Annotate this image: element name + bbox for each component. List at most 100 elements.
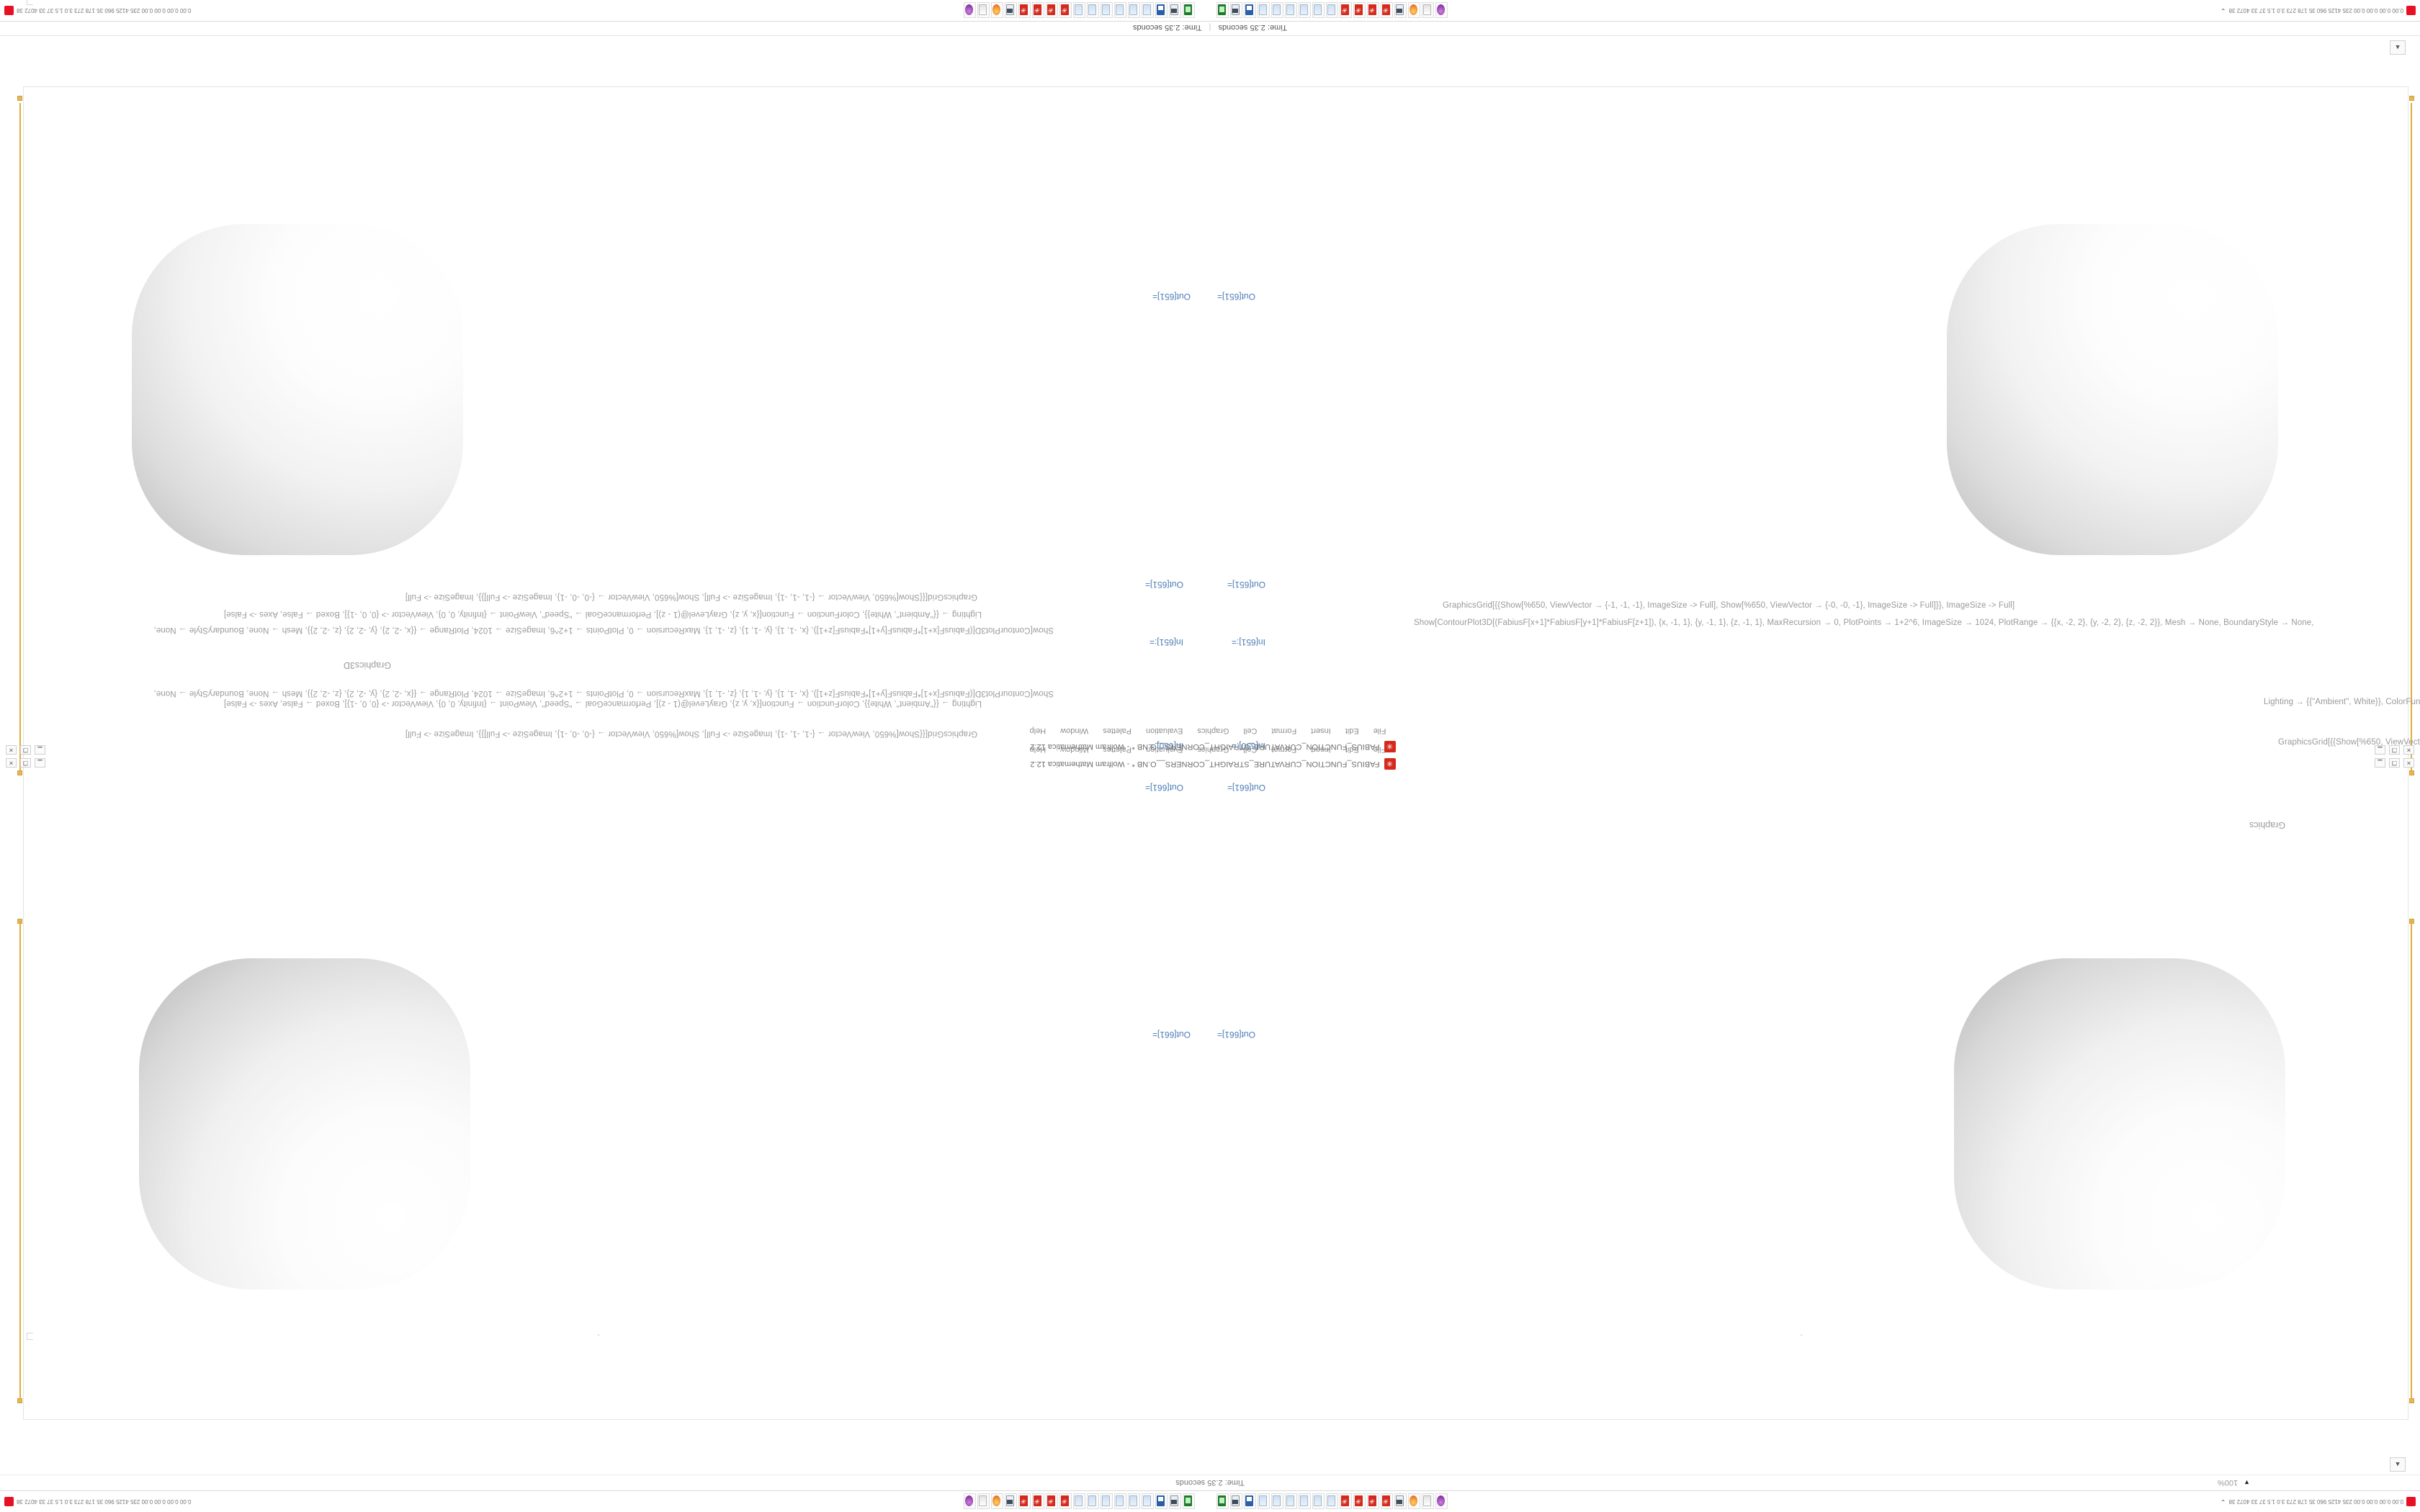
notebook-icon[interactable]	[1114, 1493, 1127, 1510]
os-taskbar-top[interactable]: 0.00 0.00 0.00 0.00 235 4125 960 35 178 …	[0, 1490, 2420, 1512]
close-button[interactable]: ✕	[2403, 745, 2414, 755]
terminal-icon[interactable]	[1183, 1493, 1196, 1510]
notebook-icon[interactable]	[1087, 2, 1100, 19]
notebook-icon[interactable]	[1285, 1493, 1298, 1510]
restore-icon[interactable]: ❐	[20, 758, 31, 768]
mathematica-icon[interactable]	[1381, 2, 1394, 19]
document-icon[interactable]	[977, 2, 990, 19]
mathematica-icon[interactable]	[1046, 2, 1059, 19]
window-controls-mirror[interactable]: ✕ ❐ ▁	[2375, 758, 2414, 768]
orange-orb-icon[interactable]	[1408, 1493, 1421, 1510]
cell-bracket[interactable]	[27, 0, 33, 5]
save-icon[interactable]	[1155, 2, 1168, 19]
document-icon[interactable]	[1422, 2, 1435, 19]
notebook-icon[interactable]	[1326, 2, 1339, 19]
monitor-icon[interactable]	[1394, 2, 1407, 19]
minimize-icon[interactable]: ▁	[35, 758, 45, 768]
taskbar-badge-icon[interactable]	[4, 6, 14, 15]
mathematica-icon[interactable]	[1059, 2, 1072, 19]
taskbar-badge-icon[interactable]	[4, 1497, 14, 1506]
window-controls[interactable]: ✕ ❐ ▁	[2375, 745, 2414, 755]
document-icon[interactable]	[977, 1493, 990, 1510]
close-icon[interactable]: ✕	[6, 758, 17, 768]
notebook-icon[interactable]	[1312, 1493, 1325, 1510]
menu-item-file[interactable]: File	[1373, 726, 1386, 735]
code-line-lighting[interactable]: Lighting → {{"Ambient", White}}, ColorFu…	[223, 610, 982, 618]
menu-item-help[interactable]: Help	[1029, 726, 1047, 735]
taskbar-top-left-tray[interactable]: 0.00 0.00 0.00 0.00 235 4125 960 35 178 …	[2220, 1497, 2416, 1506]
display-icon[interactable]	[1230, 2, 1243, 19]
notebook-icon[interactable]	[1312, 2, 1325, 19]
terminal-icon[interactable]	[1216, 1493, 1229, 1510]
mathematica-icon[interactable]	[1353, 2, 1366, 19]
close-icon[interactable]: ✕	[2403, 758, 2414, 768]
notebook-icon[interactable]	[1142, 1493, 1155, 1510]
mathematica-menubar[interactable]: File Edit Insert Format Cell Graphics Ev…	[24, 724, 2408, 738]
orange-orb-icon[interactable]	[991, 1493, 1004, 1510]
purple-orb-icon[interactable]	[964, 1493, 977, 1510]
mathematica-icon[interactable]	[1340, 1493, 1353, 1510]
restore-icon[interactable]: ❐	[2389, 758, 2400, 768]
notebook-icon[interactable]	[1128, 2, 1141, 19]
taskbar-badge-icon[interactable]	[2406, 1497, 2416, 1506]
mathematica-icon[interactable]	[1032, 2, 1045, 19]
notebook-icon[interactable]	[1142, 2, 1155, 19]
window-controls-right[interactable]: ▁ ❐ ✕	[6, 745, 45, 755]
monitor-icon[interactable]	[1005, 1493, 1018, 1510]
taskbar-top-items[interactable]	[193, 1493, 2218, 1510]
notebook-icon[interactable]	[1114, 2, 1127, 19]
orange-orb-icon[interactable]	[991, 2, 1004, 19]
code-line-lighting-mirror[interactable]: Lighting → {{"Ambient", White}}, ColorFu…	[223, 699, 982, 708]
zoom-control[interactable]: ▼ 100%	[2218, 1475, 2250, 1490]
orange-orb-icon[interactable]	[1408, 2, 1421, 19]
window-controls-right-mirror[interactable]: ▁ ❐ ✕	[6, 758, 45, 768]
notebook-icon[interactable]	[1299, 1493, 1312, 1510]
restore-button[interactable]: ❐	[2389, 745, 2400, 755]
save-icon[interactable]	[1155, 1493, 1168, 1510]
notebook-icon[interactable]	[1258, 2, 1270, 19]
menu-item-window[interactable]: Window	[1060, 726, 1089, 735]
notebook-icon[interactable]	[1087, 1493, 1100, 1510]
mathematica-icon[interactable]	[1059, 1493, 1072, 1510]
taskbar-top-right-tray[interactable]: 0.00 0.00 0.00 0.00 235 4125 960 35 178 …	[4, 1497, 191, 1506]
mathematica-icon[interactable]	[1367, 2, 1380, 19]
menu-item-edit[interactable]: Edit	[1345, 726, 1359, 735]
chevron-down-icon[interactable]: ▼	[2244, 1479, 2250, 1486]
notebook-icon[interactable]	[1326, 1493, 1339, 1510]
notebook-icon[interactable]	[1101, 2, 1113, 19]
mathematica-icon[interactable]	[1367, 1493, 1380, 1510]
restore-button-2[interactable]: ❐	[20, 745, 31, 755]
notebook-icon[interactable]	[1128, 1493, 1141, 1510]
chevron-down-icon[interactable]: ⌄	[2220, 7, 2226, 14]
os-taskbar[interactable]: 0.00 0.00 0.00 0.00 235 4125 960 35 178 …	[0, 0, 2420, 22]
menu-item-graphics[interactable]: Graphics	[1197, 726, 1229, 735]
minimize-button-2[interactable]: ▁	[35, 745, 45, 755]
mathematica-icon[interactable]	[1032, 1493, 1045, 1510]
close-button-2[interactable]: ✕	[6, 745, 17, 755]
mathematica-icon[interactable]	[1018, 1493, 1031, 1510]
scroll-down-button[interactable]: ▲	[2390, 40, 2406, 55]
purple-orb-icon[interactable]	[1435, 1493, 1448, 1510]
mathematica-icon[interactable]	[1018, 2, 1031, 19]
minimize-button[interactable]: ▁	[2375, 745, 2385, 755]
notebook-icon[interactable]	[1271, 1493, 1284, 1510]
menu-item-cell[interactable]: Cell	[1243, 726, 1258, 735]
display-icon[interactable]	[1169, 1493, 1182, 1510]
taskbar-left-tray[interactable]: 0.00 0.00 0.00 0.00 235 4125 960 35 178 …	[2220, 6, 2416, 15]
mathematica-icon[interactable]	[1381, 1493, 1394, 1510]
mathematica-icon[interactable]	[1340, 2, 1353, 19]
menu-item-insert[interactable]: Insert	[1311, 726, 1331, 735]
menu-item-format[interactable]: Format	[1271, 726, 1297, 735]
mathematica-icon[interactable]	[1046, 1493, 1059, 1510]
notebook-icon[interactable]	[1258, 1493, 1270, 1510]
display-icon[interactable]	[1169, 2, 1182, 19]
save-icon[interactable]	[1244, 1493, 1257, 1510]
scroll-up-button[interactable]: ▲	[2390, 1457, 2406, 1472]
terminal-icon[interactable]	[1216, 2, 1229, 19]
purple-orb-icon[interactable]	[1435, 2, 1448, 19]
monitor-icon[interactable]	[1005, 2, 1018, 19]
notebook-icon[interactable]	[1101, 1493, 1113, 1510]
code-line-graphicsgrid[interactable]: GraphicsGrid[{{Show[%650, ViewVector → {…	[405, 593, 977, 601]
display-icon[interactable]	[1230, 1493, 1243, 1510]
save-icon[interactable]	[1244, 2, 1257, 19]
